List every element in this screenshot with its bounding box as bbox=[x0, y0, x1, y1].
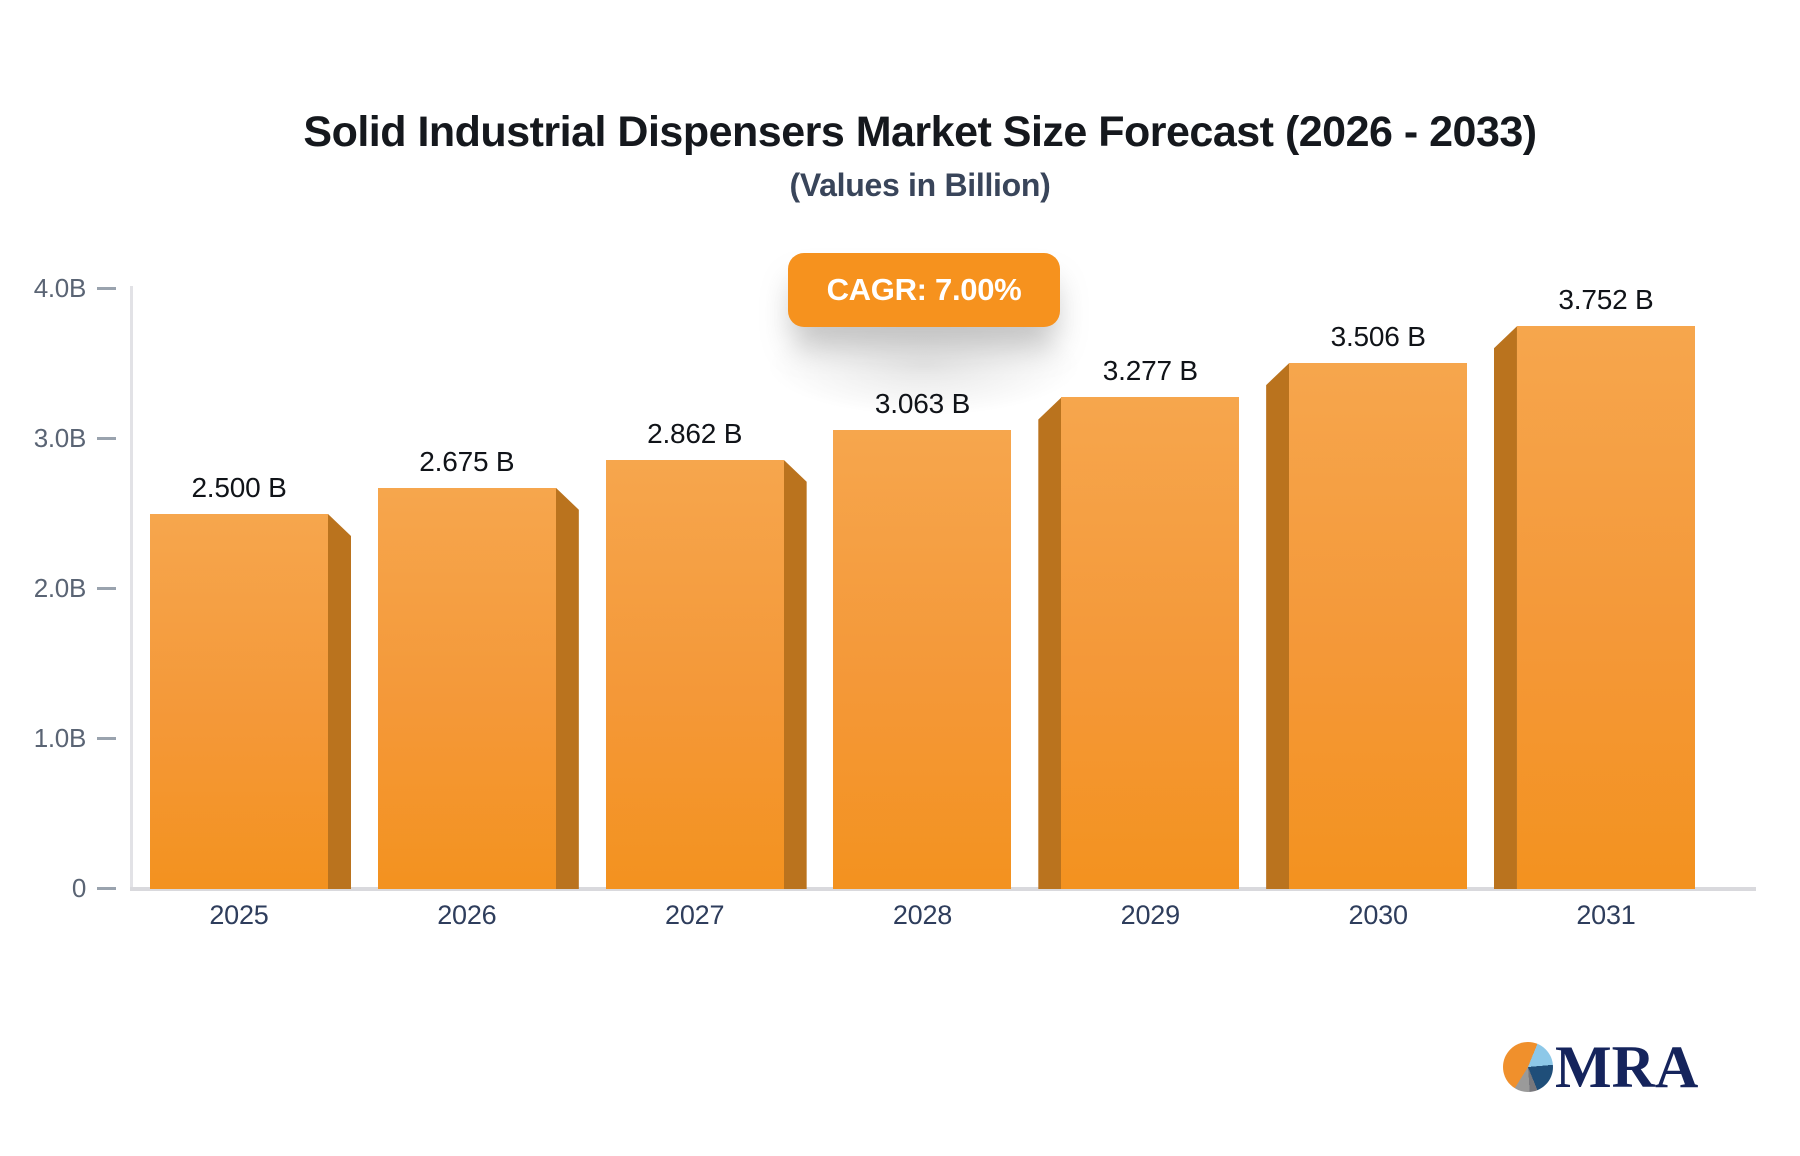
bar-value-label: 2.675 B bbox=[419, 445, 515, 477]
y-tick-label: 4.0B bbox=[33, 273, 87, 303]
x-category-label-2031: 2031 bbox=[1576, 900, 1636, 930]
badge-shadow bbox=[754, 310, 1094, 420]
x-category-label-2026: 2026 bbox=[437, 900, 497, 930]
chart-subtitle: (Values in Billion) bbox=[789, 167, 1051, 203]
y-tick-label: 1.0B bbox=[33, 723, 87, 753]
bar-side-face-left bbox=[1493, 326, 1517, 889]
chart-title: Solid Industrial Dispensers Market Size … bbox=[303, 108, 1537, 156]
bar-2028[interactable] bbox=[833, 429, 1012, 889]
bar-value-label: 3.063 B bbox=[874, 387, 971, 419]
y-tick-label: 2.0B bbox=[33, 573, 87, 603]
bar-side-face-right bbox=[783, 459, 807, 889]
bar-value-label: 2.500 B bbox=[191, 472, 287, 503]
y-tick-mark bbox=[97, 436, 116, 440]
bar-side-face-left bbox=[1266, 363, 1290, 889]
x-category-label-2030: 2030 bbox=[1348, 900, 1408, 930]
bar-2030[interactable] bbox=[1289, 363, 1468, 889]
bar-side-face-right bbox=[555, 487, 579, 889]
x-category-label-2025: 2025 bbox=[209, 900, 269, 930]
bar-value-label: 3.752 B bbox=[1558, 284, 1654, 316]
y-axis-line bbox=[130, 286, 133, 891]
x-category-label-2029: 2029 bbox=[1120, 900, 1180, 930]
brand-logo: MRA bbox=[1503, 1034, 1699, 1100]
bar-2029[interactable] bbox=[1061, 397, 1240, 889]
bar-2031[interactable] bbox=[1516, 326, 1695, 889]
bar-value-label: 3.506 B bbox=[1330, 321, 1426, 353]
bar-2027[interactable] bbox=[605, 459, 784, 889]
bar-value-label: 3.277 B bbox=[1102, 355, 1198, 387]
bar-value-label: 2.862 B bbox=[647, 417, 743, 449]
bar-2026[interactable] bbox=[377, 487, 556, 889]
y-tick-label: 3.0B bbox=[33, 423, 87, 453]
x-category-label-2027: 2027 bbox=[665, 900, 725, 930]
brand-logo-text: MRA bbox=[1555, 1034, 1699, 1100]
x-axis-line bbox=[130, 887, 1756, 891]
bar-side-face-right bbox=[328, 514, 351, 889]
cagr-badge: CAGR: 7.00% bbox=[788, 253, 1060, 327]
y-tick-mark bbox=[97, 886, 116, 890]
y-tick-mark bbox=[97, 286, 116, 290]
bar-2025[interactable] bbox=[150, 514, 328, 889]
y-tick-mark bbox=[97, 736, 116, 740]
y-tick-mark bbox=[97, 586, 116, 590]
y-tick-label: 0 bbox=[71, 873, 86, 903]
bar-side-face-left bbox=[1038, 397, 1062, 889]
x-category-label-2028: 2028 bbox=[892, 900, 953, 930]
pie-chart-logo-icon bbox=[1503, 1042, 1553, 1092]
